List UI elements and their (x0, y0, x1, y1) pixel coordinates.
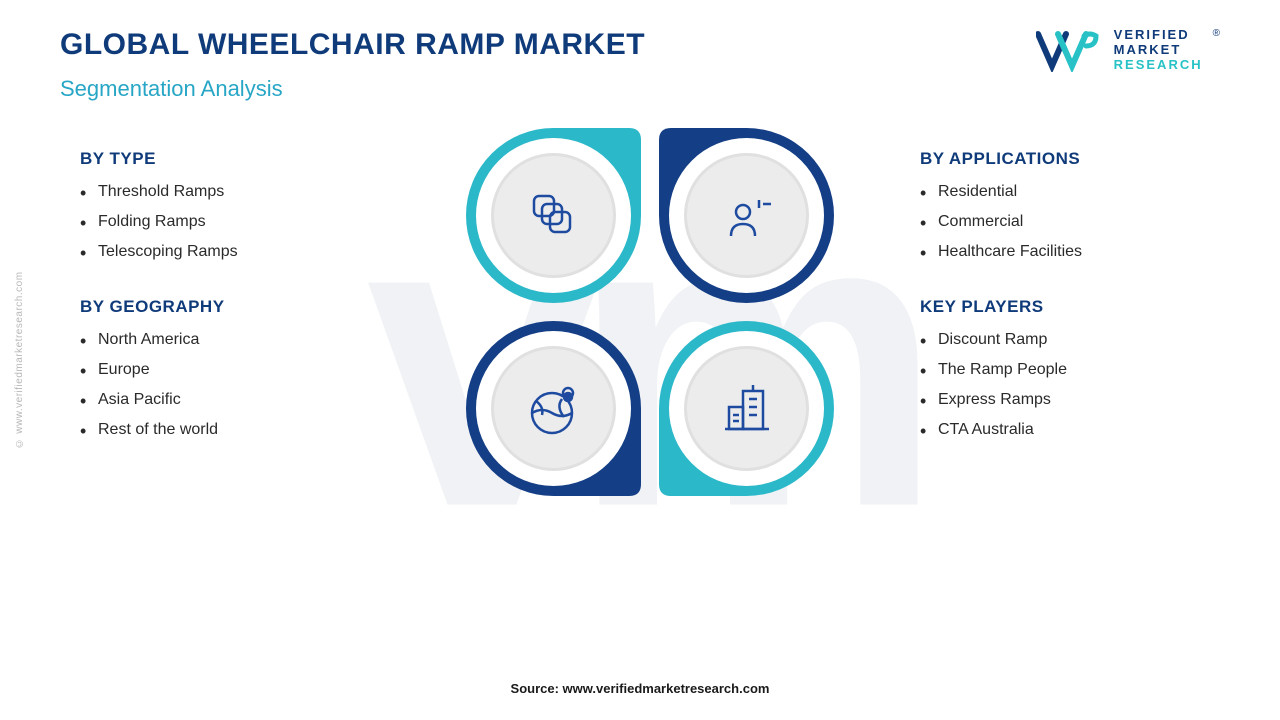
petal-inner-bl (491, 346, 616, 471)
segment-type: BY TYPE Threshold Ramps Folding Ramps Te… (80, 149, 380, 261)
title-block: GLOBAL WHEELCHAIR RAMP MARKET Segmentati… (60, 28, 1036, 102)
list-item: North America (80, 331, 380, 349)
segment-geography-title: BY GEOGRAPHY (80, 297, 380, 317)
list-item: Express Ramps (920, 391, 1220, 409)
petal-ring-br (669, 331, 824, 486)
building-icon (717, 379, 777, 439)
segment-applications-list: Residential Commercial Healthcare Facili… (920, 183, 1220, 261)
segment-geography-list: North America Europe Asia Pacific Rest o… (80, 331, 380, 439)
list-item: Discount Ramp (920, 331, 1220, 349)
list-item: Threshold Ramps (80, 183, 380, 201)
center-graphic (460, 122, 840, 502)
logo-mark-icon (1036, 28, 1106, 72)
logo-text-1: VERIFIED (1114, 28, 1203, 43)
list-item: Healthcare Facilities (920, 243, 1220, 261)
logo: VERIFIED MARKET RESEARCH ® (1036, 28, 1220, 73)
list-item: Rest of the world (80, 421, 380, 439)
left-column: BY TYPE Threshold Ramps Folding Ramps Te… (80, 149, 380, 475)
list-item: Folding Ramps (80, 213, 380, 231)
registered-icon: ® (1213, 28, 1220, 39)
petal-ring-bl (476, 331, 631, 486)
segment-type-list: Threshold Ramps Folding Ramps Telescopin… (80, 183, 380, 261)
petal-ring-tr (669, 138, 824, 293)
subtitle: Segmentation Analysis (60, 76, 1036, 102)
petal-inner-tr (684, 153, 809, 278)
list-item: Asia Pacific (80, 391, 380, 409)
content: BY TYPE Threshold Ramps Folding Ramps Te… (0, 102, 1280, 502)
list-item: Europe (80, 361, 380, 379)
list-item: Telescoping Ramps (80, 243, 380, 261)
right-column: BY APPLICATIONS Residential Commercial H… (920, 149, 1220, 475)
segment-applications-title: BY APPLICATIONS (920, 149, 1220, 169)
segment-applications: BY APPLICATIONS Residential Commercial H… (920, 149, 1220, 261)
segment-players-list: Discount Ramp The Ramp People Express Ra… (920, 331, 1220, 439)
segment-type-title: BY TYPE (80, 149, 380, 169)
source-text: Source: www.verifiedmarketresearch.com (511, 681, 770, 696)
list-item: CTA Australia (920, 421, 1220, 439)
segment-players: KEY PLAYERS Discount Ramp The Ramp Peopl… (920, 297, 1220, 439)
logo-text: VERIFIED MARKET RESEARCH (1114, 28, 1203, 73)
logo-text-3: RESEARCH (1114, 58, 1203, 73)
list-item: Residential (920, 183, 1220, 201)
person-icon (717, 186, 777, 246)
layers-icon (524, 186, 584, 246)
header: GLOBAL WHEELCHAIR RAMP MARKET Segmentati… (0, 0, 1280, 102)
segment-players-title: KEY PLAYERS (920, 297, 1220, 317)
petal-inner-tl (491, 153, 616, 278)
main-title: GLOBAL WHEELCHAIR RAMP MARKET (60, 28, 1036, 62)
petal-ring-tl (476, 138, 631, 293)
list-item: Commercial (920, 213, 1220, 231)
list-item: The Ramp People (920, 361, 1220, 379)
logo-text-2: MARKET (1114, 43, 1203, 58)
segment-geography: BY GEOGRAPHY North America Europe Asia P… (80, 297, 380, 439)
globe-icon (524, 379, 584, 439)
petal-inner-br (684, 346, 809, 471)
